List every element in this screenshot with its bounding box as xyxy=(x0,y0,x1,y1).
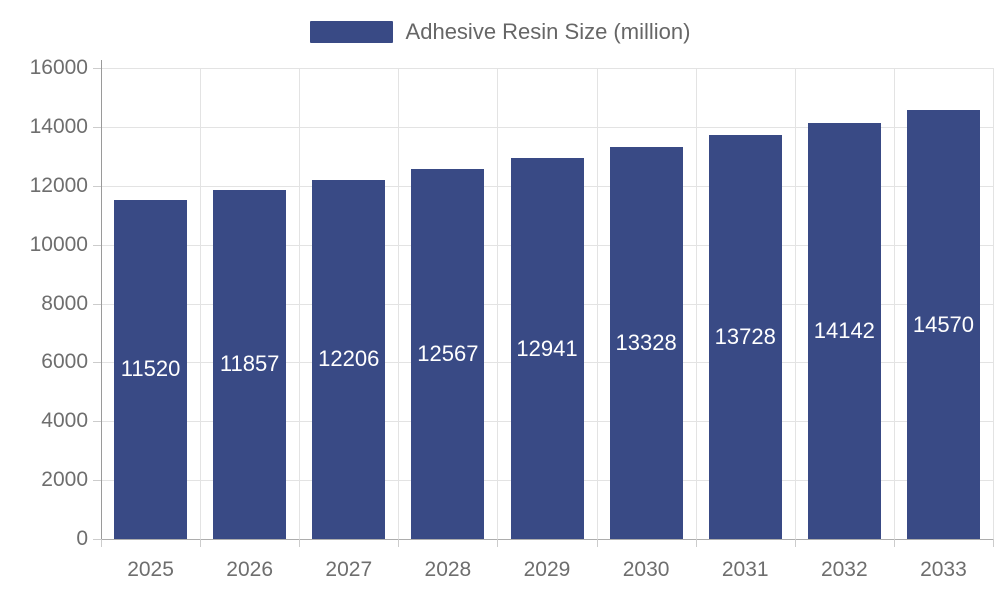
x-axis-label-2025: 2025 xyxy=(127,558,174,581)
bar-value-label: 12206 xyxy=(318,346,380,372)
x-axis-tick xyxy=(200,539,202,547)
x-axis-tick xyxy=(299,539,301,547)
x-axis-tick xyxy=(398,539,400,547)
gridline-h xyxy=(101,68,993,69)
x-axis-tick xyxy=(695,539,697,547)
y-axis-tick-label: 14000 xyxy=(29,114,88,138)
bar-value-label: 11857 xyxy=(219,351,280,377)
bar-value-label: 13728 xyxy=(714,323,776,349)
y-axis-tick-label: 6000 xyxy=(41,350,88,374)
y-axis-tick xyxy=(93,303,101,305)
bar-2030: 13328 xyxy=(609,146,683,539)
bar-2032: 14142 xyxy=(807,122,881,539)
gridline-v xyxy=(299,68,301,539)
y-axis-tick-label: 16000 xyxy=(29,56,88,79)
x-axis-tick xyxy=(794,539,796,547)
legend-label: Adhesive Resin Size (million) xyxy=(405,19,691,44)
x-axis-label-2033: 2033 xyxy=(920,558,967,581)
bar-value-label: 12567 xyxy=(417,341,479,367)
x-axis-label-2028: 2028 xyxy=(424,558,472,581)
x-axis-tick xyxy=(893,539,895,547)
y-axis-tick xyxy=(93,185,101,187)
x-axis-tick xyxy=(101,539,102,547)
x-axis-tick xyxy=(497,539,499,547)
bar-value-label: 13328 xyxy=(615,329,677,355)
bar-2033: 14570 xyxy=(906,110,980,539)
y-axis-tick-label: 8000 xyxy=(41,291,88,315)
bar-value-label: 14570 xyxy=(912,311,975,337)
gridline-v xyxy=(200,68,202,539)
y-axis-tick xyxy=(93,421,101,423)
bar-2027: 12206 xyxy=(312,179,386,539)
x-axis-label-2027: 2027 xyxy=(325,558,373,581)
y-axis-tick xyxy=(93,480,101,482)
x-axis-label-2026: 2026 xyxy=(226,558,274,581)
y-axis-line xyxy=(101,60,102,539)
bar-2026: 11857 xyxy=(213,189,287,539)
x-axis-label-2032: 2032 xyxy=(820,558,868,581)
bar-value-label: 12941 xyxy=(516,335,578,361)
x-axis-label-2029: 2029 xyxy=(523,558,571,581)
y-axis-tick-label: 0 xyxy=(76,527,88,550)
x-axis-label-2031: 2031 xyxy=(721,558,769,581)
x-axis-tick xyxy=(993,539,994,547)
y-axis-tick-label: 4000 xyxy=(41,409,88,433)
gridline-v xyxy=(596,68,598,539)
bar-value-label: 14142 xyxy=(813,317,875,343)
gridline-v xyxy=(695,68,697,539)
gridline-v xyxy=(993,68,994,539)
legend[interactable]: Adhesive Resin Size (million) xyxy=(0,19,1000,45)
gridline-v xyxy=(893,68,895,539)
y-axis-tick xyxy=(93,244,101,246)
y-axis-tick xyxy=(93,539,101,540)
bar-2031: 13728 xyxy=(708,134,782,539)
bar-value-label: 11520 xyxy=(120,356,181,382)
y-axis-tick xyxy=(93,68,101,69)
gridline-v xyxy=(794,68,796,539)
x-axis-line xyxy=(93,539,994,540)
gridline-v xyxy=(398,68,400,539)
y-axis-tick xyxy=(93,126,101,128)
gridline-v xyxy=(497,68,499,539)
bar-2029: 12941 xyxy=(510,158,584,539)
x-axis-tick xyxy=(596,539,598,547)
bar-2025: 11520 xyxy=(114,199,188,539)
y-axis-tick-label: 10000 xyxy=(29,232,88,256)
bar-2028: 12567 xyxy=(411,169,485,539)
x-axis-label-2030: 2030 xyxy=(622,558,670,581)
legend-swatch-icon xyxy=(309,21,393,43)
gridline-h xyxy=(101,126,993,128)
y-axis-tick xyxy=(93,362,101,364)
y-axis-tick-label: 12000 xyxy=(29,173,88,197)
y-axis-tick-label: 2000 xyxy=(41,468,88,492)
